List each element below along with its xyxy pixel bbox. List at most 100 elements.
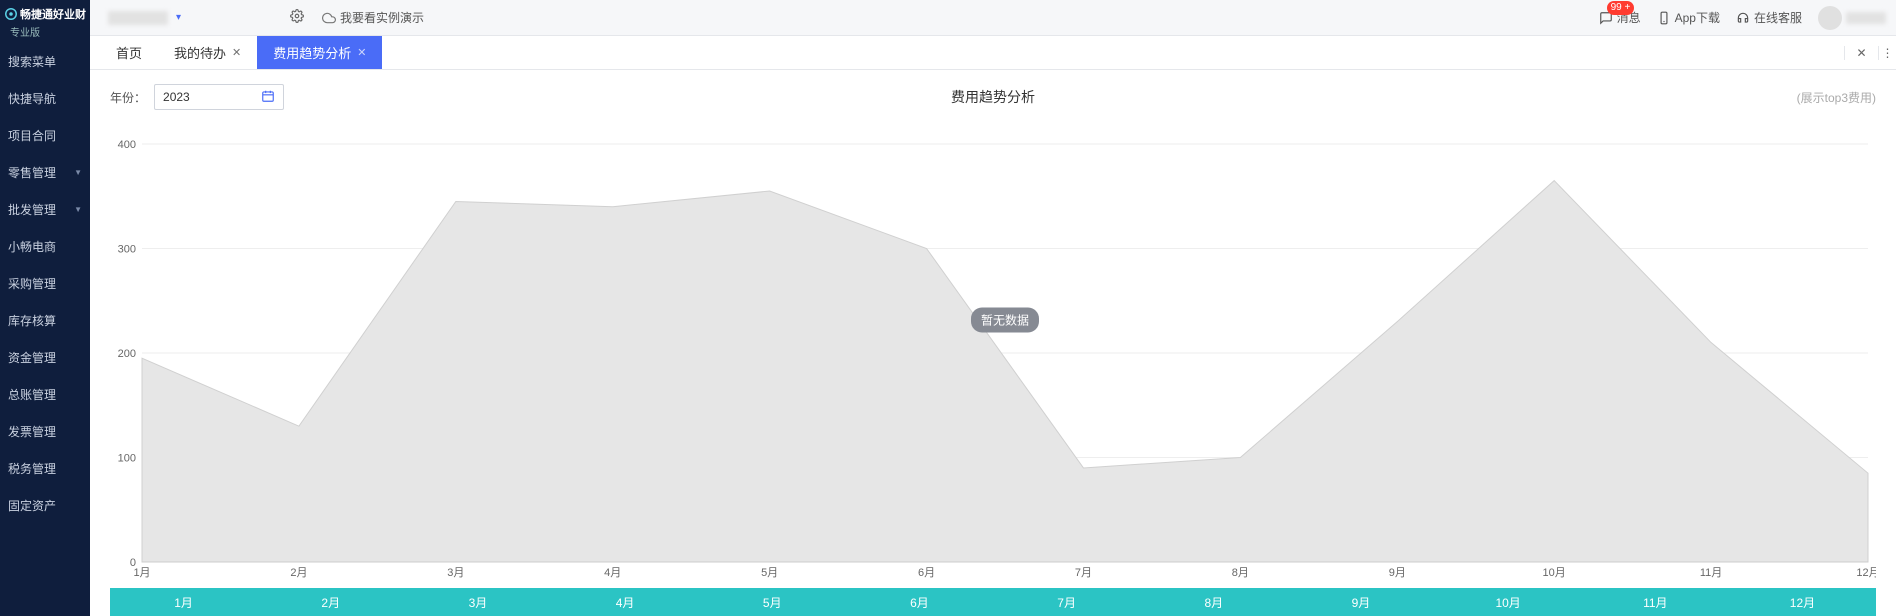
sidebar-item-label: 搜索菜单 [8, 53, 56, 70]
month-cell[interactable]: 6月 [846, 588, 993, 616]
tab[interactable]: 首页 [100, 36, 158, 69]
sidebar-item-label: 项目合同 [8, 127, 56, 144]
svg-text:1月: 1月 [133, 567, 150, 579]
month-cell[interactable]: 5月 [699, 588, 846, 616]
svg-text:2月: 2月 [290, 567, 307, 579]
headset-icon [1736, 11, 1750, 25]
org-name-redacted [108, 11, 168, 25]
svg-text:9月: 9月 [1389, 567, 1406, 579]
month-cell[interactable]: 2月 [257, 588, 404, 616]
sidebar-item[interactable]: 项目合同 [0, 117, 90, 154]
sidebar-item[interactable]: 资金管理 [0, 339, 90, 376]
phone-icon [1657, 11, 1671, 25]
header-bar: ▾ 我要看实例演示 99 + 消息 App下载 [90, 0, 1896, 36]
month-cell[interactable]: 1月 [110, 588, 257, 616]
messages-button[interactable]: 99 + 消息 [1599, 9, 1641, 26]
sidebar-item[interactable]: 总账管理 [0, 376, 90, 413]
brand-icon [4, 7, 18, 21]
tab-label: 费用趋势分析 [273, 43, 351, 62]
cloud-icon [322, 11, 336, 25]
tab[interactable]: 我的待办 ✕ [158, 36, 257, 69]
svg-text:3月: 3月 [447, 567, 464, 579]
year-label: 年份： [110, 89, 146, 106]
sidebar-item-label: 税务管理 [8, 460, 56, 477]
close-all-tabs-button[interactable]: ✕ [1844, 46, 1878, 60]
svg-text:400: 400 [118, 139, 136, 151]
svg-text:100: 100 [118, 453, 136, 465]
tab-label: 首页 [116, 43, 142, 62]
sidebar-item[interactable]: 零售管理 ▼ [0, 154, 90, 191]
month-cell[interactable]: 4月 [552, 588, 699, 616]
avatar [1818, 6, 1842, 30]
tab-label: 我的待办 [174, 43, 226, 62]
sidebar-item[interactable]: 快捷导航 [0, 80, 90, 117]
svg-text:7月: 7月 [1075, 567, 1092, 579]
svg-text:11月: 11月 [1700, 567, 1722, 579]
month-cell[interactable]: 12月 [1729, 588, 1876, 616]
sidebar-item[interactable]: 批发管理 ▼ [0, 191, 90, 228]
sidebar-item[interactable]: 库存核算 [0, 302, 90, 339]
month-cell[interactable]: 3月 [404, 588, 551, 616]
sidebar-item[interactable]: 税务管理 [0, 450, 90, 487]
demo-link-label: 我要看实例演示 [340, 9, 424, 26]
sidebar-item-label: 总账管理 [8, 386, 56, 403]
tab[interactable]: 费用趋势分析 ✕ [257, 36, 382, 69]
sidebar-item-label: 固定资产 [8, 497, 56, 514]
svg-text:4月: 4月 [604, 567, 621, 579]
svg-text:12月: 12月 [1856, 567, 1876, 579]
sidebar-item-label: 快捷导航 [8, 90, 56, 107]
chart-area: 01002003004001月2月3月4月5月6月7月8月9月10月11月12月… [110, 134, 1876, 584]
messages-badge: 99 + [1607, 1, 1635, 15]
month-cell[interactable]: 7月 [993, 588, 1140, 616]
tab-close-icon[interactable]: ✕ [232, 46, 241, 59]
sidebar-item[interactable]: 发票管理 [0, 413, 90, 450]
svg-text:8月: 8月 [1232, 567, 1249, 579]
caret-down-icon: ▼ [74, 205, 82, 214]
brand-edition: 专业版 [4, 24, 86, 39]
app-download-button[interactable]: App下载 [1657, 9, 1720, 26]
tab-close-icon[interactable]: ✕ [357, 46, 366, 59]
svg-text:300: 300 [118, 244, 136, 256]
support-label: 在线客服 [1754, 9, 1802, 26]
brand-name: 畅捷通好业财 [20, 6, 86, 22]
brand-logo: 畅捷通好业财 专业版 [0, 0, 90, 43]
sidebar-item[interactable]: 小畅电商 [0, 228, 90, 265]
user-name-redacted [1846, 12, 1886, 24]
filter-row: 年份： 2023 费用趋势分析 (展示top3费用) [110, 84, 1876, 110]
month-cell[interactable]: 11月 [1582, 588, 1729, 616]
month-cell[interactable]: 10月 [1435, 588, 1582, 616]
sidebar-item-label: 零售管理 [8, 164, 56, 181]
year-input[interactable]: 2023 [154, 84, 284, 110]
demo-link[interactable]: 我要看实例演示 [322, 9, 424, 26]
sidebar-item-label: 库存核算 [8, 312, 56, 329]
sidebar-item[interactable]: 固定资产 [0, 487, 90, 524]
month-cell[interactable]: 8月 [1140, 588, 1287, 616]
support-button[interactable]: 在线客服 [1736, 9, 1802, 26]
svg-text:200: 200 [118, 348, 136, 360]
svg-text:5月: 5月 [761, 567, 778, 579]
sidebar-item-label: 资金管理 [8, 349, 56, 366]
sidebar-item[interactable]: 采购管理 [0, 265, 90, 302]
sidebar-item-label: 小畅电商 [8, 238, 56, 255]
tabs-bar: 首页 我的待办 ✕ 费用趋势分析 ✕ ✕ ⋮ [90, 36, 1896, 70]
top3-note: (展示top3费用) [1797, 89, 1876, 106]
user-menu[interactable] [1818, 6, 1886, 30]
app-download-label: App下载 [1675, 9, 1720, 26]
gear-icon[interactable] [290, 9, 304, 26]
sidebar-item-label: 采购管理 [8, 275, 56, 292]
sidebar-item[interactable]: 搜索菜单 [0, 43, 90, 80]
chart-title: 费用趋势分析 [951, 87, 1035, 107]
tabs-more-button[interactable]: ⋮ [1878, 46, 1896, 60]
org-selector[interactable]: ▾ [100, 5, 280, 31]
no-data-pill: 暂无数据 [971, 307, 1039, 332]
calendar-icon [261, 89, 275, 106]
sidebar-item-label: 批发管理 [8, 201, 56, 218]
caret-down-icon: ▼ [74, 168, 82, 177]
svg-text:6月: 6月 [918, 567, 935, 579]
area-chart-svg: 01002003004001月2月3月4月5月6月7月8月9月10月11月12月 [110, 134, 1876, 584]
month-strip: 1月2月3月4月5月6月7月8月9月10月11月12月 [110, 588, 1876, 616]
sidebar-item-label: 发票管理 [8, 423, 56, 440]
month-cell[interactable]: 9月 [1287, 588, 1434, 616]
svg-text:10月: 10月 [1543, 567, 1566, 579]
content-area: 年份： 2023 费用趋势分析 (展示top3费用) 0100200300400… [90, 70, 1896, 616]
